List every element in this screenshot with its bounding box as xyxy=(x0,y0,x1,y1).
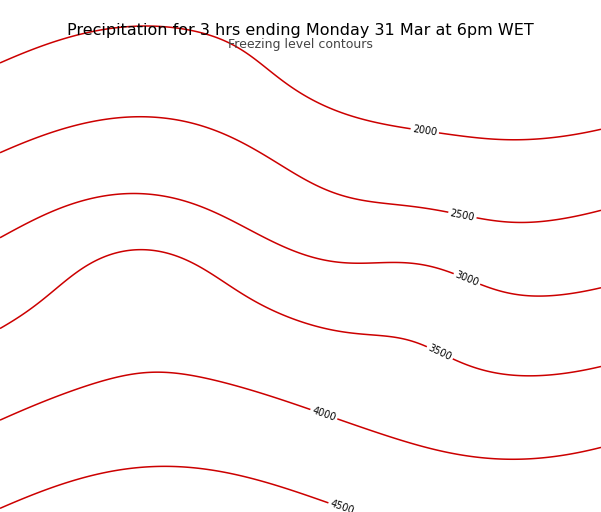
Text: 4000: 4000 xyxy=(311,406,337,423)
Text: Freezing level contours: Freezing level contours xyxy=(228,38,373,51)
Text: 4500: 4500 xyxy=(329,499,355,512)
Text: 2000: 2000 xyxy=(412,124,438,138)
Text: Precipitation for 3 hrs ending Monday 31 Mar at 6pm WET: Precipitation for 3 hrs ending Monday 31… xyxy=(67,23,534,38)
Text: 2500: 2500 xyxy=(450,208,475,222)
Text: 3000: 3000 xyxy=(454,270,480,288)
Text: 3500: 3500 xyxy=(427,343,453,362)
